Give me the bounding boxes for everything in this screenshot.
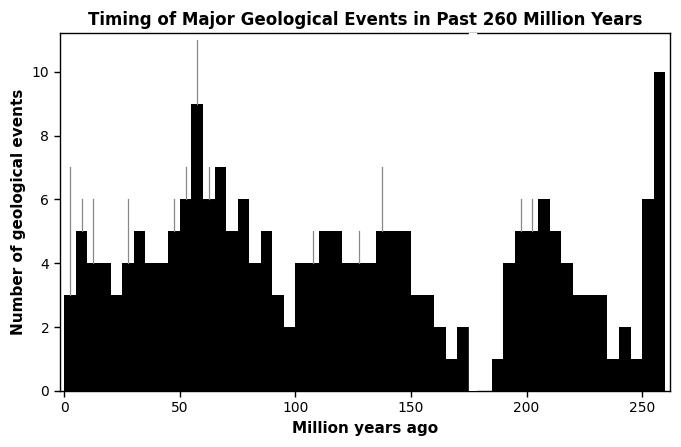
Bar: [272, 295, 284, 391]
Bar: [296, 263, 307, 391]
Bar: [226, 232, 238, 391]
Bar: [457, 327, 469, 391]
Bar: [342, 263, 353, 391]
Bar: [319, 232, 330, 391]
Bar: [445, 359, 457, 391]
Bar: [584, 295, 596, 391]
Bar: [64, 295, 76, 391]
Bar: [434, 327, 445, 391]
Bar: [377, 232, 388, 391]
Bar: [538, 199, 550, 391]
Bar: [145, 263, 157, 391]
Bar: [215, 168, 226, 391]
Y-axis label: Number of geological events: Number of geological events: [11, 89, 26, 335]
Bar: [238, 199, 249, 391]
Bar: [261, 232, 272, 391]
Bar: [492, 359, 503, 391]
Bar: [133, 232, 145, 391]
Bar: [191, 104, 203, 391]
Bar: [573, 295, 584, 391]
Bar: [330, 232, 342, 391]
Bar: [503, 263, 515, 391]
Bar: [122, 263, 133, 391]
Bar: [353, 263, 365, 391]
Bar: [365, 263, 377, 391]
Bar: [423, 295, 434, 391]
Bar: [157, 263, 168, 391]
Bar: [249, 263, 261, 391]
Bar: [515, 232, 526, 391]
Bar: [284, 327, 296, 391]
Bar: [631, 359, 642, 391]
Bar: [411, 295, 423, 391]
Bar: [388, 232, 400, 391]
Bar: [642, 199, 654, 391]
Bar: [168, 232, 180, 391]
Bar: [400, 232, 411, 391]
Bar: [550, 232, 561, 391]
Bar: [607, 359, 619, 391]
Bar: [526, 232, 538, 391]
Bar: [87, 263, 99, 391]
Bar: [76, 232, 87, 391]
Bar: [203, 199, 215, 391]
Bar: [654, 72, 665, 391]
Bar: [110, 295, 122, 391]
Bar: [99, 263, 110, 391]
Bar: [619, 327, 631, 391]
Bar: [561, 263, 573, 391]
Bar: [180, 199, 191, 391]
Bar: [596, 295, 607, 391]
Title: Timing of Major Geological Events in Past 260 Million Years: Timing of Major Geological Events in Pas…: [88, 11, 642, 29]
Bar: [307, 263, 319, 391]
X-axis label: Million years ago: Million years ago: [291, 421, 438, 436]
